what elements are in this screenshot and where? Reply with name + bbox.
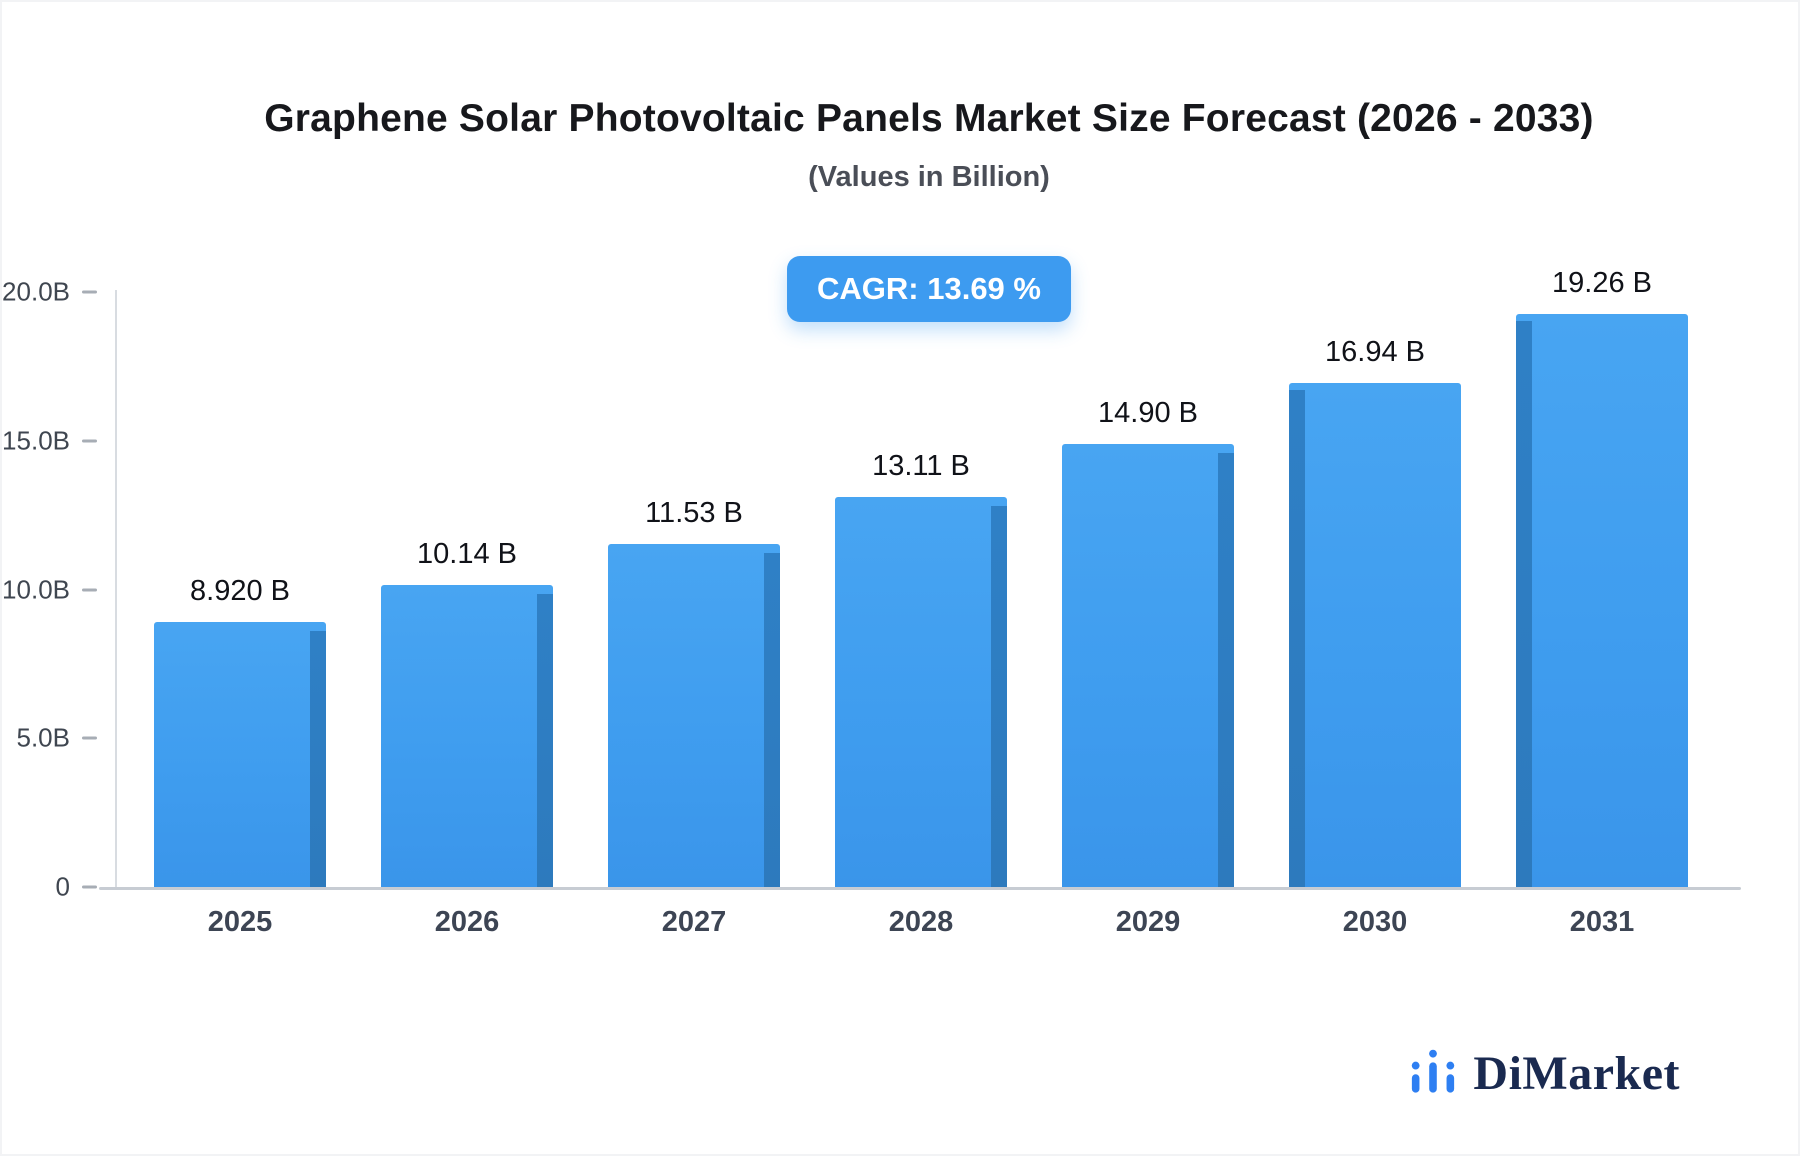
bar-value-label: 10.14 B <box>417 538 517 570</box>
bar-shade <box>1218 453 1234 887</box>
bar-shade <box>991 506 1007 887</box>
bar-2028[interactable]: 13.11 B <box>835 450 1007 887</box>
x-tick-label-2025: 2025 <box>207 906 273 938</box>
bar-shade <box>764 553 780 887</box>
y-axis-line <box>115 290 117 887</box>
y-tick-label: 10.0B <box>2 574 70 604</box>
y-tick-20.0B: 20.0B <box>2 276 97 308</box>
bar-2030[interactable]: 16.94 B <box>1289 336 1461 887</box>
bar-2029[interactable]: 14.90 B <box>1062 397 1234 887</box>
bar-value-label: 13.11 B <box>872 450 970 482</box>
bar-value-label: 8.920 B <box>190 575 290 607</box>
logo: DiMarket <box>1407 1045 1680 1102</box>
bar-2031[interactable]: 19.26 B <box>1516 267 1688 887</box>
y-tick-mark <box>82 290 97 294</box>
y-tick-label: 5.0B <box>16 722 71 753</box>
x-tick-label-2031: 2031 <box>1569 906 1635 938</box>
bar-value-label: 19.26 B <box>1552 267 1652 299</box>
y-tick-label: 20.0B <box>2 276 70 307</box>
y-tick-mark <box>82 885 97 889</box>
bar-chart-icon <box>1407 1045 1459 1102</box>
y-tick-15.0B: 15.0B <box>2 425 97 456</box>
bar-value-label: 16.94 B <box>1325 336 1425 368</box>
y-tick-label: 0 <box>55 871 70 902</box>
x-tick-label-2027: 2027 <box>661 906 727 938</box>
y-tick-mark <box>82 588 97 591</box>
x-tick-label-2029: 2029 <box>1115 906 1181 938</box>
bar-2026[interactable]: 10.14 B <box>381 538 553 887</box>
bar-2027[interactable]: 11.53 B <box>608 497 780 887</box>
plot-area: 8.920 B 2025 10.14 B 2026 11.53 B 2027 13.11 B… <box>2 267 1741 938</box>
x-tick-label-2026: 2026 <box>434 906 500 938</box>
y-tick-10.0B: 10.0B <box>2 574 97 605</box>
y-tick-mark <box>82 736 97 740</box>
cagr-badge: CAGR: 13.69 % <box>787 256 1071 322</box>
chart-header: Graphene Solar Photovoltaic Panels Marke… <box>117 97 1741 194</box>
bar-shade <box>1289 390 1305 887</box>
chart-subtitle: (Values in Billion) <box>808 161 1050 193</box>
bar-shade <box>1516 321 1532 887</box>
logo-text: DiMarket <box>1473 1047 1680 1100</box>
y-tick-mark <box>82 439 97 443</box>
x-axis-line <box>99 887 1741 890</box>
x-tick-label-2030: 2030 <box>1342 906 1408 938</box>
y-tick-0: 0 <box>2 871 97 903</box>
x-tick-label-2028: 2028 <box>888 906 954 938</box>
chart-title: Graphene Solar Photovoltaic Panels Marke… <box>264 97 1594 140</box>
y-tick-5.0B: 5.0B <box>2 722 97 754</box>
bar-shade <box>310 631 326 887</box>
bar-value-label: 14.90 B <box>1098 397 1198 429</box>
bar-2025[interactable]: 8.920 B <box>154 575 326 887</box>
bar-value-label: 11.53 B <box>645 497 743 529</box>
bar-shade <box>537 594 553 887</box>
y-tick-label: 15.0B <box>2 425 70 456</box>
